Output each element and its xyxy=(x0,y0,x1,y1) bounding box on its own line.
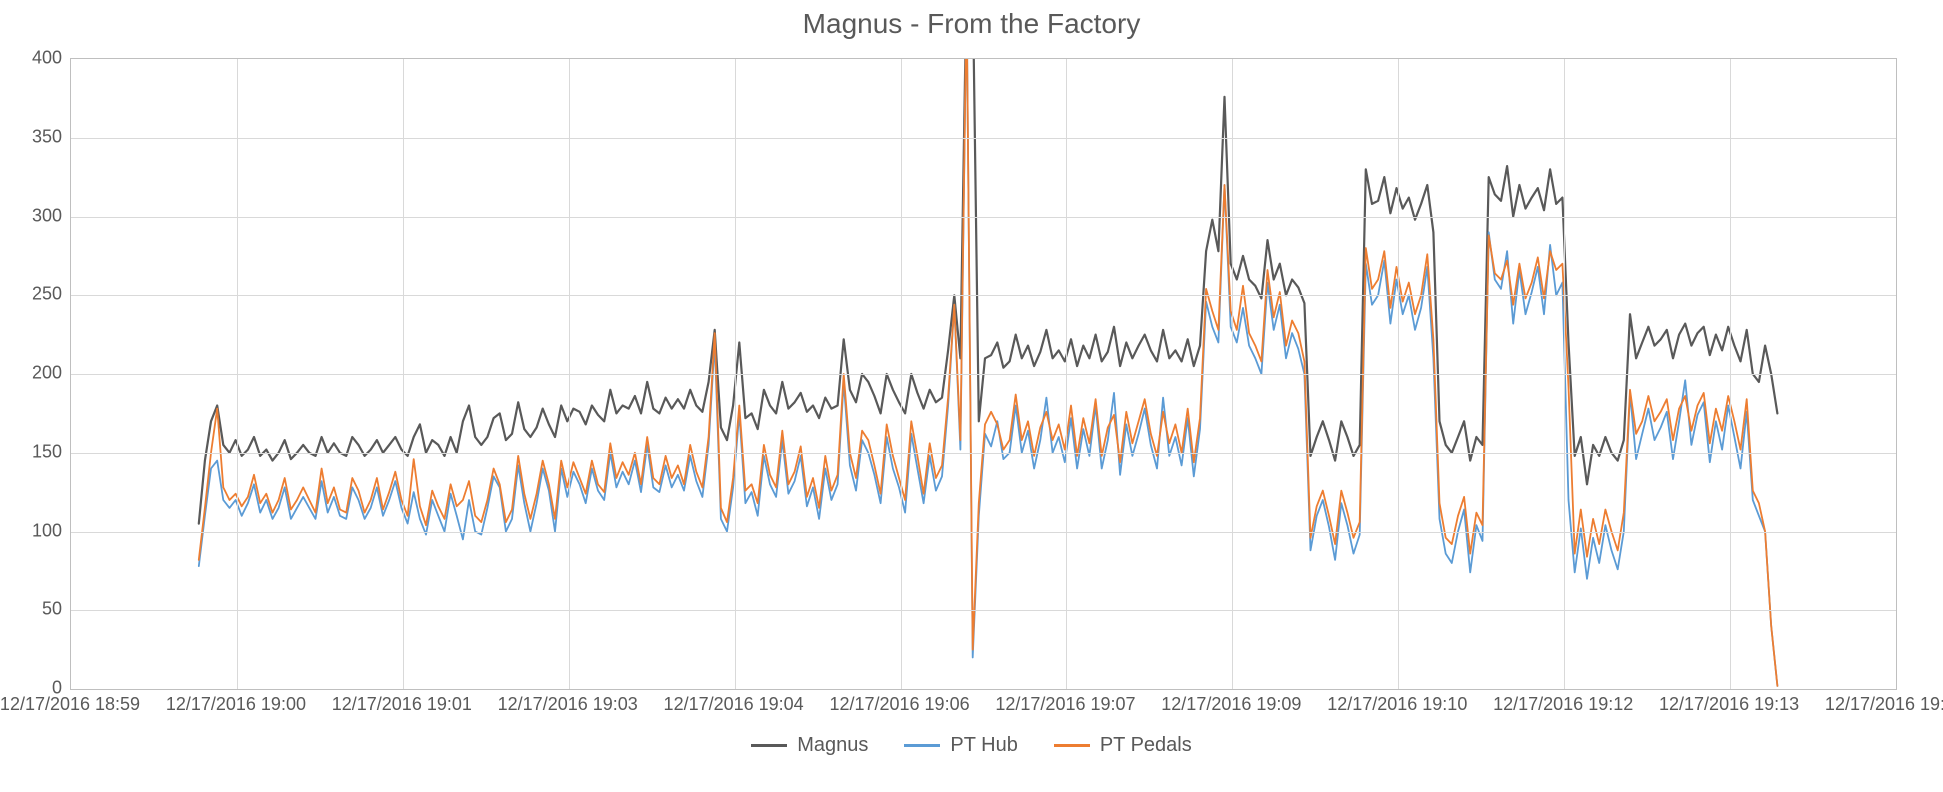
gridline-v xyxy=(403,59,404,689)
gridline-v xyxy=(1232,59,1233,689)
legend: Magnus PT Hub PT Pedals xyxy=(0,730,1943,757)
gridline-h xyxy=(71,138,1896,139)
legend-label: Magnus xyxy=(797,734,868,757)
plot-area xyxy=(70,58,1897,690)
x-tick-label: 12/17/2016 19:06 xyxy=(829,694,969,715)
legend-swatch xyxy=(904,744,940,747)
legend-item: Magnus xyxy=(751,734,868,757)
y-tick-label: 50 xyxy=(2,599,62,620)
gridline-v xyxy=(569,59,570,689)
legend-item: PT Hub xyxy=(904,734,1017,757)
gridline-v xyxy=(1398,59,1399,689)
gridline-h xyxy=(71,453,1896,454)
x-tick-label: 12/17/2016 19:07 xyxy=(995,694,1135,715)
y-tick-label: 300 xyxy=(2,205,62,226)
gridline-v xyxy=(735,59,736,689)
chart-title: Magnus - From the Factory xyxy=(0,0,1943,44)
x-tick-label: 12/17/2016 19:14 xyxy=(1825,694,1943,715)
gridline-v xyxy=(1564,59,1565,689)
gridline-h xyxy=(71,217,1896,218)
y-tick-label: 250 xyxy=(2,284,62,305)
legend-swatch xyxy=(1054,744,1090,747)
gridline-v xyxy=(901,59,902,689)
x-tick-label: 12/17/2016 19:01 xyxy=(332,694,472,715)
y-tick-label: 350 xyxy=(2,126,62,147)
y-tick-label: 400 xyxy=(2,48,62,69)
y-tick-label: 150 xyxy=(2,441,62,462)
gridline-v xyxy=(1066,59,1067,689)
y-tick-label: 200 xyxy=(2,363,62,384)
y-tick-label: 100 xyxy=(2,520,62,541)
x-tick-label: 12/17/2016 18:59 xyxy=(0,694,140,715)
gridline-v xyxy=(1730,59,1731,689)
x-tick-label: 12/17/2016 19:10 xyxy=(1327,694,1467,715)
gridline-v xyxy=(237,59,238,689)
series-pt-pedals xyxy=(199,59,1778,686)
gridline-h xyxy=(71,374,1896,375)
gridline-h xyxy=(71,610,1896,611)
x-tick-label: 12/17/2016 19:12 xyxy=(1493,694,1633,715)
gridline-h xyxy=(71,295,1896,296)
x-tick-label: 12/17/2016 19:00 xyxy=(166,694,306,715)
series-pt-hub xyxy=(199,59,1778,686)
legend-swatch xyxy=(751,744,787,747)
legend-item: PT Pedals xyxy=(1054,734,1192,757)
gridline-h xyxy=(71,532,1896,533)
x-tick-label: 12/17/2016 19:13 xyxy=(1659,694,1799,715)
x-tick-label: 12/17/2016 19:09 xyxy=(1161,694,1301,715)
x-tick-label: 12/17/2016 19:03 xyxy=(498,694,638,715)
legend-label: PT Hub xyxy=(950,734,1017,757)
x-tick-label: 12/17/2016 19:04 xyxy=(664,694,804,715)
legend-label: PT Pedals xyxy=(1100,734,1192,757)
chart-container: Magnus - From the Factory 05010015020025… xyxy=(0,0,1943,792)
